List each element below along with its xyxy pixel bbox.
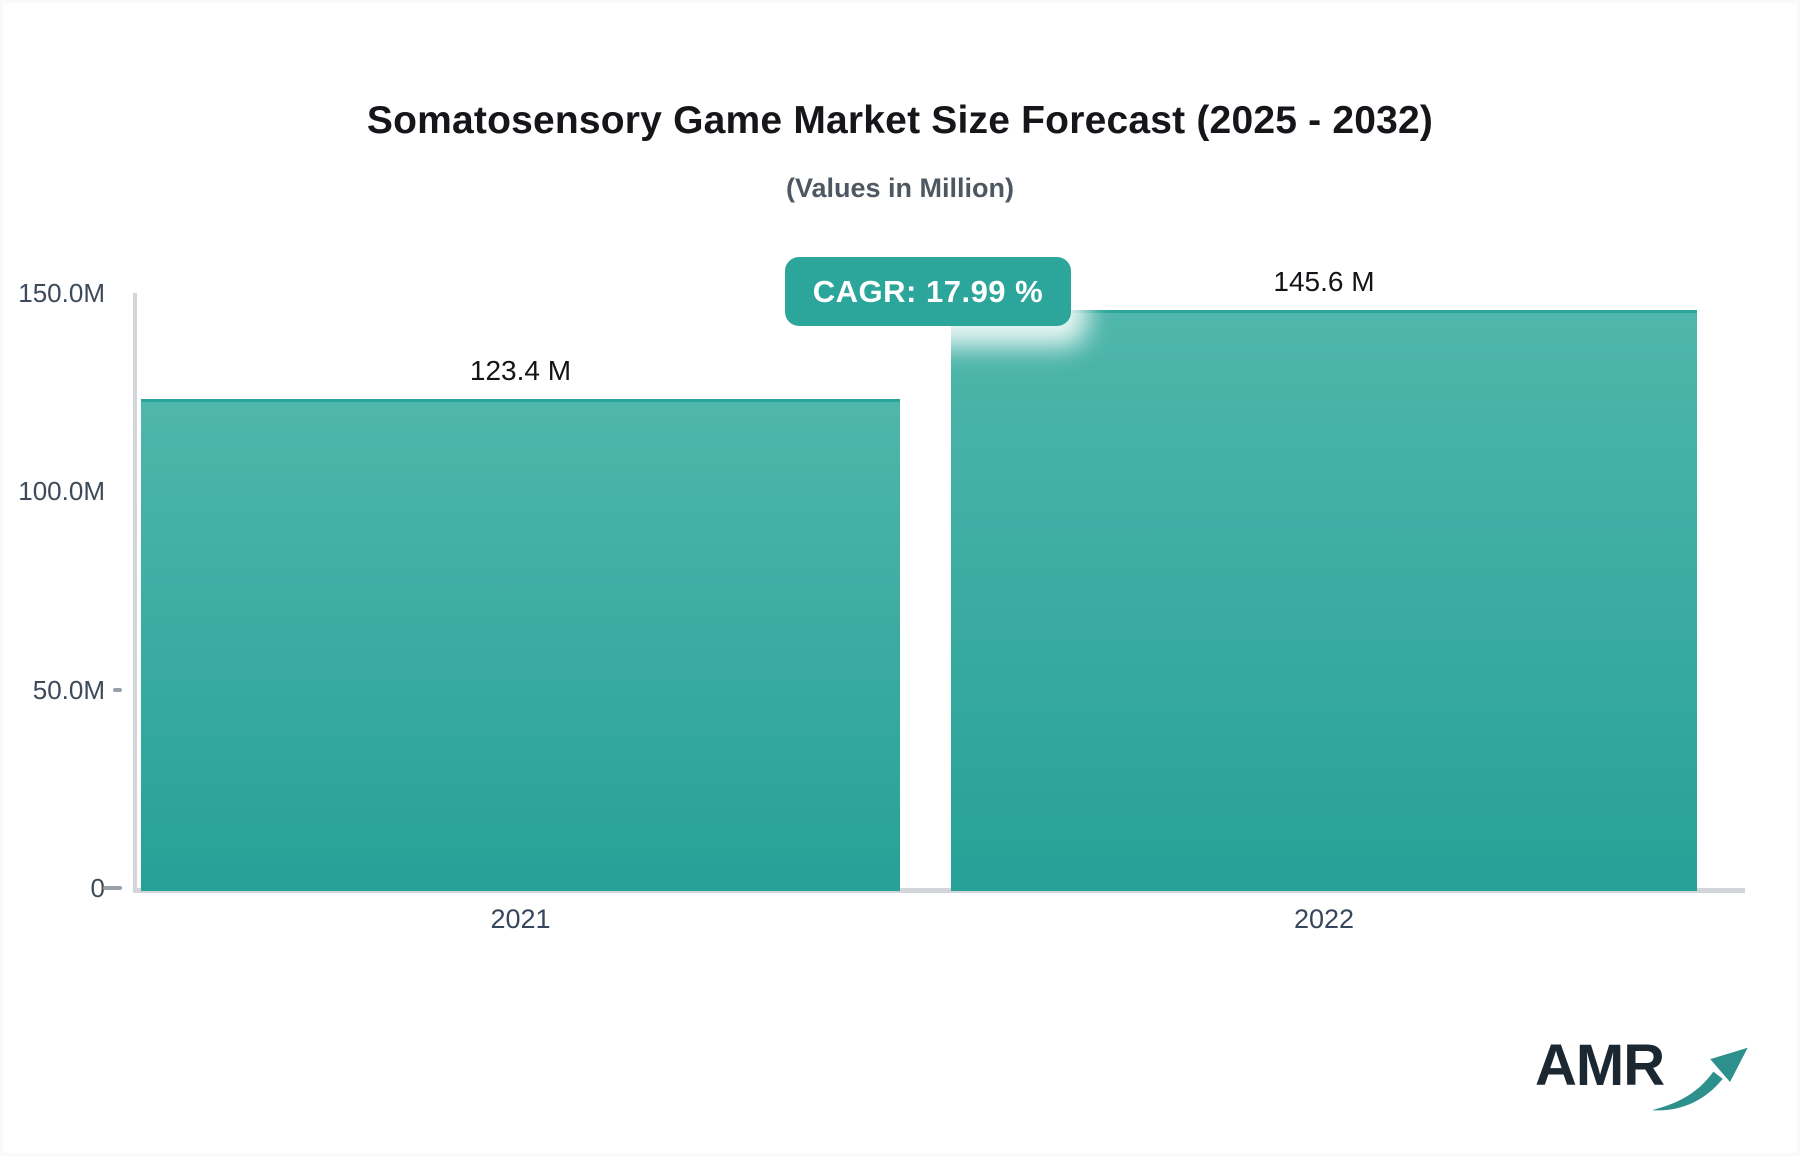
- y-tick-label-50.0M: 50.0M: [32, 674, 105, 705]
- cagr-badge-label: CAGR: 17.99 %: [812, 273, 1044, 309]
- y-tick-label-150.0M: 150.0M: [18, 278, 105, 308]
- chart-title: Somatosensory Game Market Size Forecast …: [366, 99, 1434, 142]
- y-tick-mark: [103, 886, 122, 890]
- amr-logo: AMR: [1535, 1035, 1756, 1119]
- x-axis-line: [133, 888, 1745, 893]
- y-tick-label-0: 0: [90, 873, 105, 903]
- y-tick-label-100.0M: 100.0M: [18, 476, 105, 507]
- bar-value-label-2021: 123.4 M: [469, 354, 572, 386]
- chart-subtitle: (Values in Million): [785, 173, 1015, 203]
- x-tick-label-2022: 2022: [1293, 904, 1355, 934]
- x-tick-label-2021: 2021: [490, 904, 551, 934]
- cagr-badge: CAGR: 17.99 %: [785, 257, 1071, 326]
- y-tick-mark: [113, 687, 122, 692]
- bar-value-label-2022: 145.6 M: [1273, 266, 1375, 298]
- bar-2022[interactable]: [951, 310, 1697, 891]
- bar-2021[interactable]: [141, 398, 900, 891]
- growth-arrow-icon: [1652, 1047, 1748, 1111]
- amr-logo-text: AMR: [1535, 1033, 1665, 1098]
- plot-area: 150.0M 100.0M 50.0M 0 123.4 M 2021 145.6 M 202…: [3, 3, 1797, 1153]
- y-axis-line: [133, 293, 137, 893]
